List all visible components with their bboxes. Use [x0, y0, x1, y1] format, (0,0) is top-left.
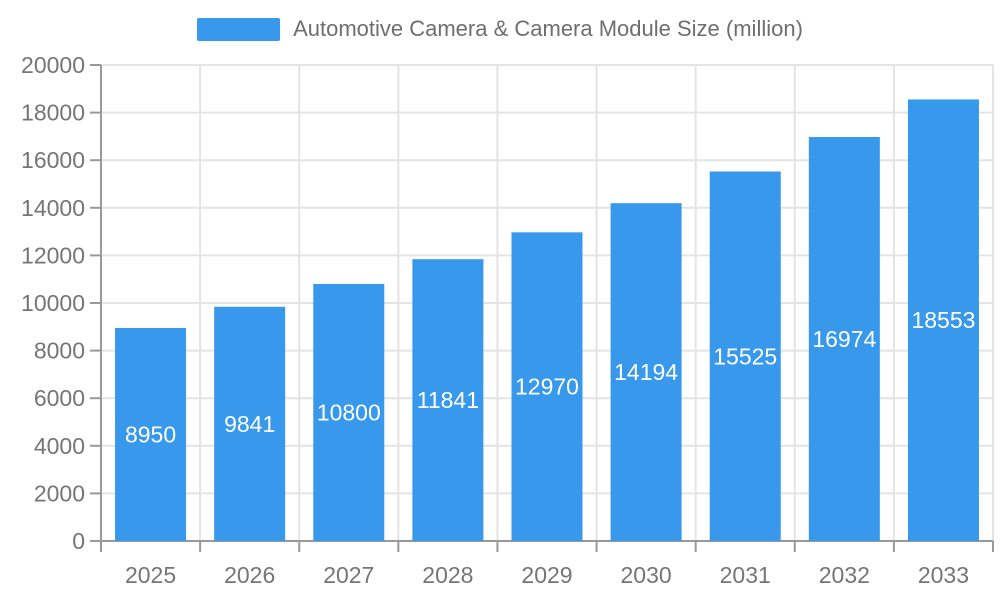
y-axis-tick-label: 12000 — [21, 242, 85, 268]
x-axis-tick-label: 2031 — [720, 562, 771, 588]
bar-value-label: 10800 — [317, 399, 381, 425]
legend-label: Automotive Camera & Camera Module Size (… — [293, 16, 803, 41]
bar-value-label: 14194 — [614, 359, 678, 385]
bar-value-label: 18553 — [911, 307, 975, 333]
bar-2032[interactable] — [808, 137, 880, 541]
x-axis-tick-label: 2033 — [918, 562, 969, 588]
bar-value-label: 15525 — [713, 343, 777, 369]
bar-2030[interactable] — [610, 203, 682, 541]
bar-2025[interactable] — [115, 327, 187, 541]
bar-value-label: 16974 — [812, 326, 876, 352]
bar-value-label: 11841 — [417, 387, 479, 413]
bar-value-label: 12970 — [515, 374, 579, 400]
x-axis-tick-label: 2032 — [819, 562, 870, 588]
bar-2029[interactable] — [511, 232, 583, 541]
y-axis-tick-label: 18000 — [21, 100, 85, 126]
y-axis-tick-label: 16000 — [21, 147, 85, 173]
y-axis-tick-label: 10000 — [21, 290, 85, 316]
y-axis-tick-label: 4000 — [34, 433, 85, 459]
y-axis-tick-label: 8000 — [34, 338, 85, 364]
bar-value-label: 8950 — [125, 421, 176, 447]
y-axis-tick-label: 14000 — [21, 195, 85, 221]
y-axis-tick-label: 0 — [72, 528, 85, 554]
bar-2027[interactable] — [313, 283, 385, 541]
x-axis-tick-label: 2029 — [521, 562, 572, 588]
x-axis-tick-label: 2028 — [422, 562, 473, 588]
bar-2028[interactable] — [412, 259, 484, 541]
bar-2033[interactable] — [907, 99, 979, 541]
x-axis-tick-label: 2025 — [125, 562, 176, 588]
bar-2031[interactable] — [709, 171, 781, 541]
legend-swatch — [197, 17, 281, 41]
y-axis-tick-label: 2000 — [34, 480, 85, 506]
x-axis-tick-label: 2026 — [224, 562, 275, 588]
y-axis-tick-label: 6000 — [34, 385, 85, 411]
bar-value-label: 9841 — [224, 411, 275, 437]
x-axis-tick-label: 2027 — [323, 562, 374, 588]
x-axis-tick-label: 2030 — [621, 562, 672, 588]
chart-legend[interactable]: Automotive Camera & Camera Module Size (… — [0, 16, 1000, 42]
bar-2026[interactable] — [214, 306, 286, 541]
y-axis-tick-label: 20000 — [21, 52, 85, 78]
